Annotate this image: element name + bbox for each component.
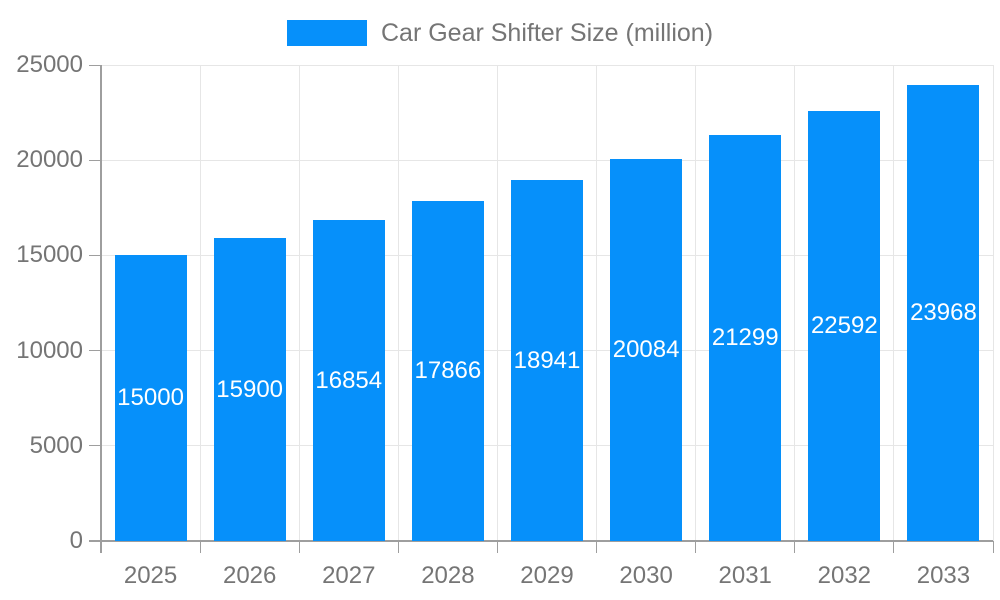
x-tick-label: 2029 [520,562,574,589]
x-gridline [496,65,498,541]
bar-value-label: 15900 [216,375,284,403]
bar-value-label: 21299 [711,324,779,352]
y-axis-tick [89,350,101,352]
x-gridline [893,65,895,541]
y-axis-line [100,65,102,553]
x-axis-tick [397,541,399,553]
x-axis-tick [893,541,895,553]
y-tick-label: 20000 [16,146,83,174]
y-axis-tick [89,445,101,447]
y-axis-tick [89,254,101,256]
bar[interactable]: 22592 [808,110,881,541]
bar[interactable]: 21299 [709,135,782,541]
x-axis-tick [100,541,102,553]
x-tick-label: 2027 [322,562,376,589]
x-axis-tick [992,541,994,553]
bar[interactable]: 15900 [213,238,286,541]
x-axis-tick [298,541,300,553]
y-tick-label: 15000 [16,241,83,269]
y-axis-tick [89,64,101,66]
x-tick-label: 2032 [817,562,872,589]
bar[interactable]: 16854 [312,220,385,541]
y-tick-label: 25000 [16,51,83,78]
x-tick-label: 2031 [718,562,772,589]
x-axis-tick [794,541,796,553]
plot-area: 0 5000 10000 15000 20000 25000 15000 2025 15900 2… [16,51,994,589]
bar-value-label: 15000 [117,384,184,412]
x-tick-label: 2028 [421,562,475,589]
legend-swatch [286,20,367,46]
x-gridline [298,65,300,541]
bar[interactable]: 20084 [610,158,683,541]
bar-value-label: 20084 [612,335,680,363]
bar-value-label: 22592 [810,311,878,339]
bar[interactable]: 18941 [511,180,583,541]
x-tick-label: 2030 [619,562,673,589]
bar[interactable]: 23968 [907,84,980,541]
x-tick-label: 2026 [222,562,277,589]
x-gridline [695,65,697,541]
y-axis-tick [89,540,101,542]
y-tick-label: 10000 [16,336,83,364]
y-tick-label: 5000 [29,431,83,459]
x-axis-tick [199,541,201,553]
x-tick-label: 2025 [123,562,178,589]
bar[interactable]: 17866 [411,200,484,541]
legend-label: Car Gear Shifter Size (million) [380,19,714,47]
bar[interactable]: 15000 [114,255,187,541]
y-tick-label: 0 [69,527,83,554]
x-gridline [596,65,598,541]
x-gridline [794,65,796,541]
x-tick-label: 2033 [916,562,971,589]
y-axis-tick [89,159,101,161]
x-gridline [992,65,994,541]
bar-value-label: 18941 [513,346,581,374]
x-axis-tick [496,541,498,553]
legend[interactable]: Car Gear Shifter Size (million) [0,19,1000,47]
y-gridline [101,64,993,66]
bar-value-label: 23968 [910,298,977,326]
x-axis-tick [695,541,697,553]
x-axis-tick [596,541,598,553]
x-gridline [397,65,399,541]
bar-value-label: 16854 [315,366,383,394]
bar-value-label: 17866 [414,356,482,384]
x-gridline [199,65,201,541]
